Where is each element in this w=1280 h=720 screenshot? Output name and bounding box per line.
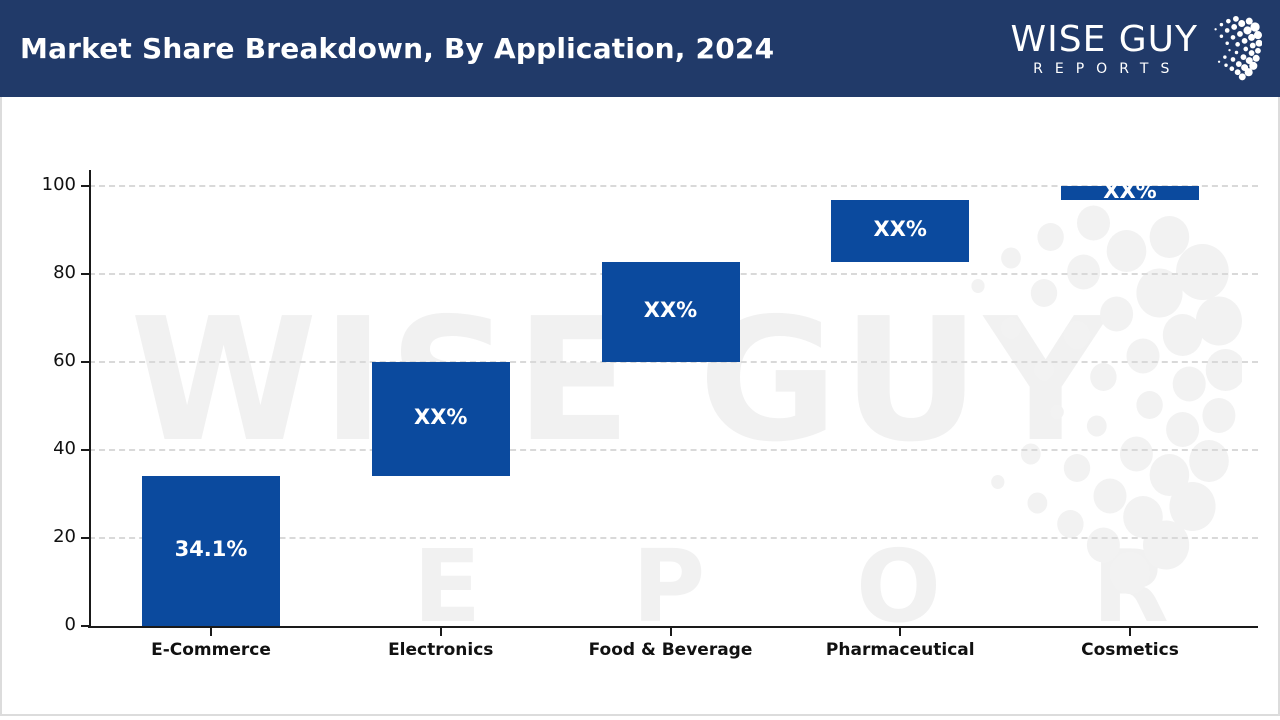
gridline bbox=[89, 537, 1258, 539]
brand-logo: WISE GUY REPORTS bbox=[1011, 10, 1280, 88]
y-axis-line bbox=[89, 170, 91, 628]
y-tick-label: 40 bbox=[53, 438, 76, 459]
header-bar: Market Share Breakdown, By Application, … bbox=[0, 0, 1280, 97]
bar: XX% bbox=[831, 200, 970, 262]
bar: XX% bbox=[371, 361, 510, 476]
y-axis-tick bbox=[81, 273, 89, 275]
x-axis-line bbox=[88, 626, 1258, 628]
x-category-label: Cosmetics bbox=[1081, 640, 1179, 660]
bar: XX% bbox=[601, 261, 740, 362]
page-title: Market Share Breakdown, By Application, … bbox=[20, 32, 775, 65]
y-tick-label: 80 bbox=[53, 262, 76, 283]
x-category-label: Electronics bbox=[388, 640, 494, 660]
x-axis-tick bbox=[899, 628, 902, 636]
dotted-face-logo-icon bbox=[1214, 15, 1262, 80]
y-tick-label: 100 bbox=[41, 174, 76, 195]
brand-subname: REPORTS bbox=[1033, 60, 1182, 77]
bar-value-label: 34.1% bbox=[174, 536, 248, 561]
bar-value-label: XX% bbox=[1103, 179, 1157, 204]
brand-name: WISE GUY bbox=[1010, 18, 1198, 60]
y-axis-tick bbox=[81, 361, 89, 363]
y-tick-label: 0 bbox=[64, 614, 76, 635]
y-axis-tick bbox=[81, 625, 89, 627]
gridline bbox=[89, 449, 1258, 451]
y-axis-tick bbox=[81, 537, 89, 539]
x-axis-tick bbox=[669, 628, 672, 636]
x-category-label: E-Commerce bbox=[151, 640, 271, 660]
x-category-label: Food & Beverage bbox=[588, 640, 753, 660]
y-tick-label: 20 bbox=[53, 526, 76, 547]
bar-value-label: XX% bbox=[873, 216, 927, 241]
x-axis-tick bbox=[1129, 628, 1131, 636]
bar: 34.1% bbox=[142, 475, 280, 626]
x-axis-tick bbox=[210, 628, 212, 636]
y-tick-label: 60 bbox=[53, 350, 76, 371]
bar-value-label: XX% bbox=[414, 404, 468, 429]
gridline bbox=[89, 361, 1258, 363]
bar: XX% bbox=[1061, 179, 1199, 203]
gridline bbox=[89, 185, 1258, 187]
bar-value-label: XX% bbox=[643, 297, 698, 322]
x-axis-tick bbox=[439, 628, 442, 636]
y-axis-tick bbox=[81, 185, 89, 187]
y-axis-tick bbox=[81, 449, 89, 451]
x-category-label: Pharmaceutical bbox=[825, 640, 975, 660]
brand-logo-text: WISE GUY REPORTS bbox=[1010, 18, 1199, 77]
